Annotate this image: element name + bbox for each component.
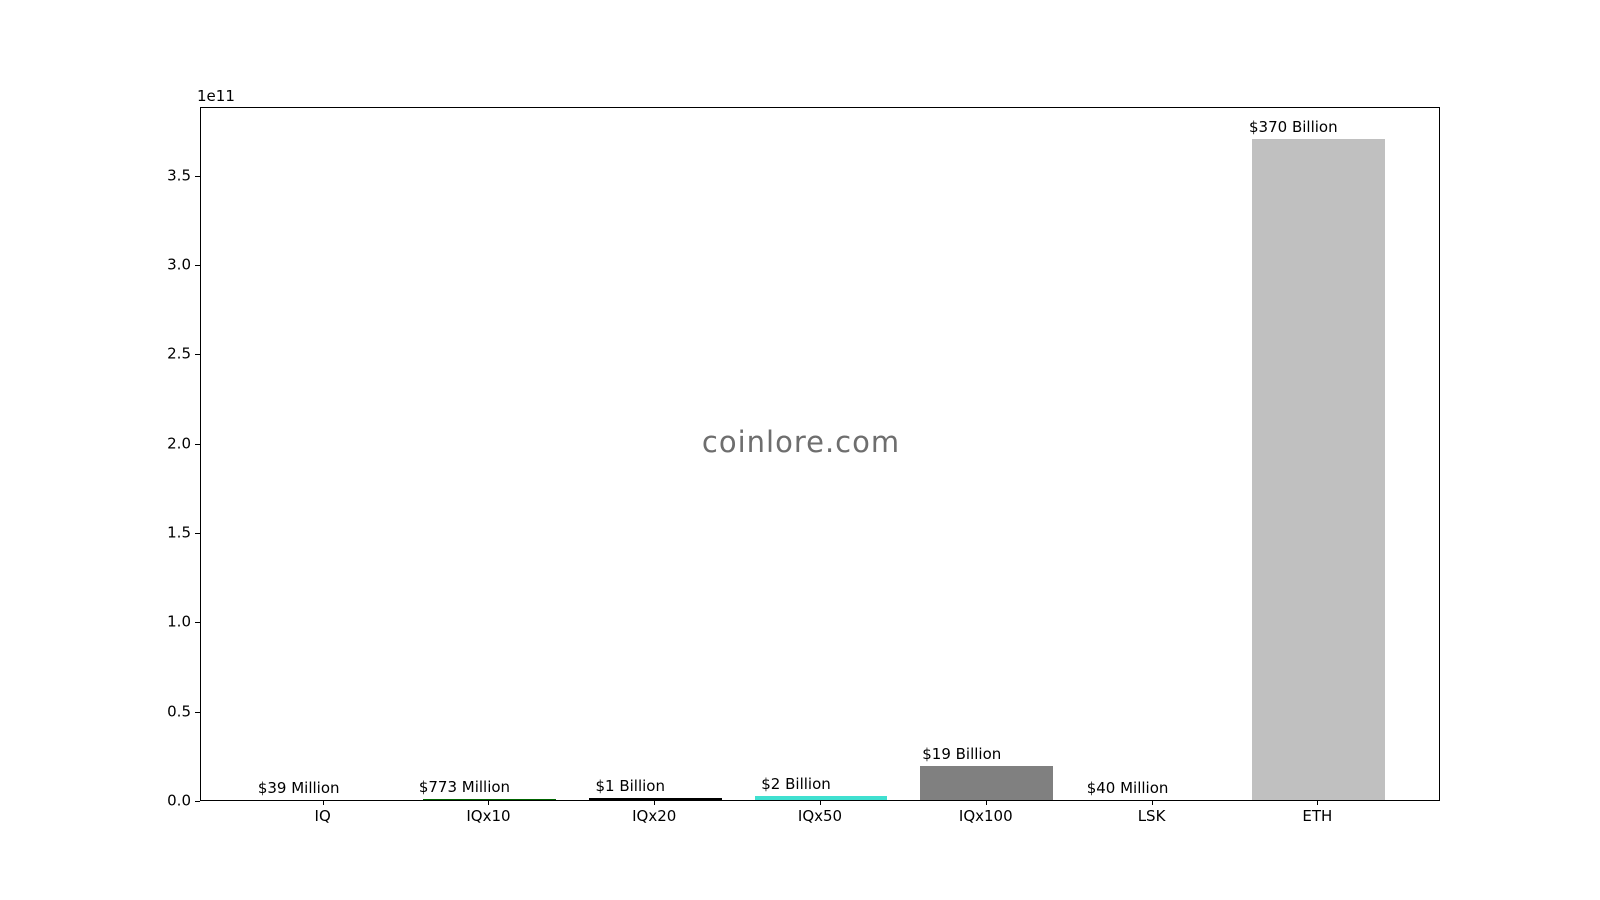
y-axis-offset-label: 1e11 [197, 87, 235, 105]
x-axis-tick-label: ETH [1302, 807, 1333, 825]
x-axis-tick-label: LSK [1137, 807, 1166, 825]
x-axis-tick [322, 801, 324, 805]
y-axis-tick [195, 354, 200, 356]
x-axis-tick-label: IQx10 [466, 807, 511, 825]
y-axis-tick [195, 622, 200, 624]
y-axis-tick-label: 1.0 [167, 612, 191, 631]
x-axis-tick [1151, 801, 1153, 805]
x-axis-tick [488, 801, 490, 805]
bar [423, 798, 556, 800]
bar [920, 766, 1054, 800]
bar-value-label: $370 Billion [1249, 118, 1338, 137]
bar-value-label: $39 Million [257, 778, 340, 797]
x-axis-tick-label: IQx50 [797, 807, 843, 825]
y-axis-tick-label: 3.5 [167, 166, 191, 185]
y-axis-tick-label: 1.5 [167, 523, 191, 542]
y-axis-tick [195, 443, 200, 445]
bar-value-label: $2 Billion [761, 775, 831, 794]
y-axis-tick-label: 2.5 [167, 344, 191, 363]
x-axis-tick-label: IQx100 [958, 807, 1013, 825]
y-axis-tick [195, 801, 200, 802]
bar-value-label: $1 Billion [595, 777, 665, 796]
bar-value-label: $40 Million [1086, 778, 1169, 797]
x-axis-tick [1317, 801, 1319, 805]
bar [1252, 139, 1385, 800]
x-axis-tick [985, 801, 987, 805]
y-axis-tick [195, 265, 200, 267]
bar-value-label: $19 Billion [922, 745, 1002, 764]
x-axis-tick [654, 801, 656, 805]
y-axis-tick [195, 175, 200, 177]
y-axis-tick [195, 711, 200, 713]
y-axis-tick-label: 0.5 [167, 702, 191, 721]
y-axis-tick [195, 533, 200, 535]
x-axis-tick-label: IQx20 [632, 807, 677, 825]
watermark: coinlore.com [701, 425, 901, 459]
bar [754, 796, 888, 800]
plot-area: coinlore.com $39 Million $773 Million $1 B… [200, 107, 1440, 801]
y-axis-tick-label: 0.0 [167, 791, 191, 810]
y-axis-tick-label: 2.0 [167, 434, 191, 453]
bar [588, 798, 722, 800]
y-axis-tick-label: 3.0 [167, 255, 191, 274]
x-axis-tick-label: IQ [314, 807, 331, 825]
bar-value-label: $773 Million [418, 777, 511, 796]
x-axis-tick [820, 801, 821, 805]
